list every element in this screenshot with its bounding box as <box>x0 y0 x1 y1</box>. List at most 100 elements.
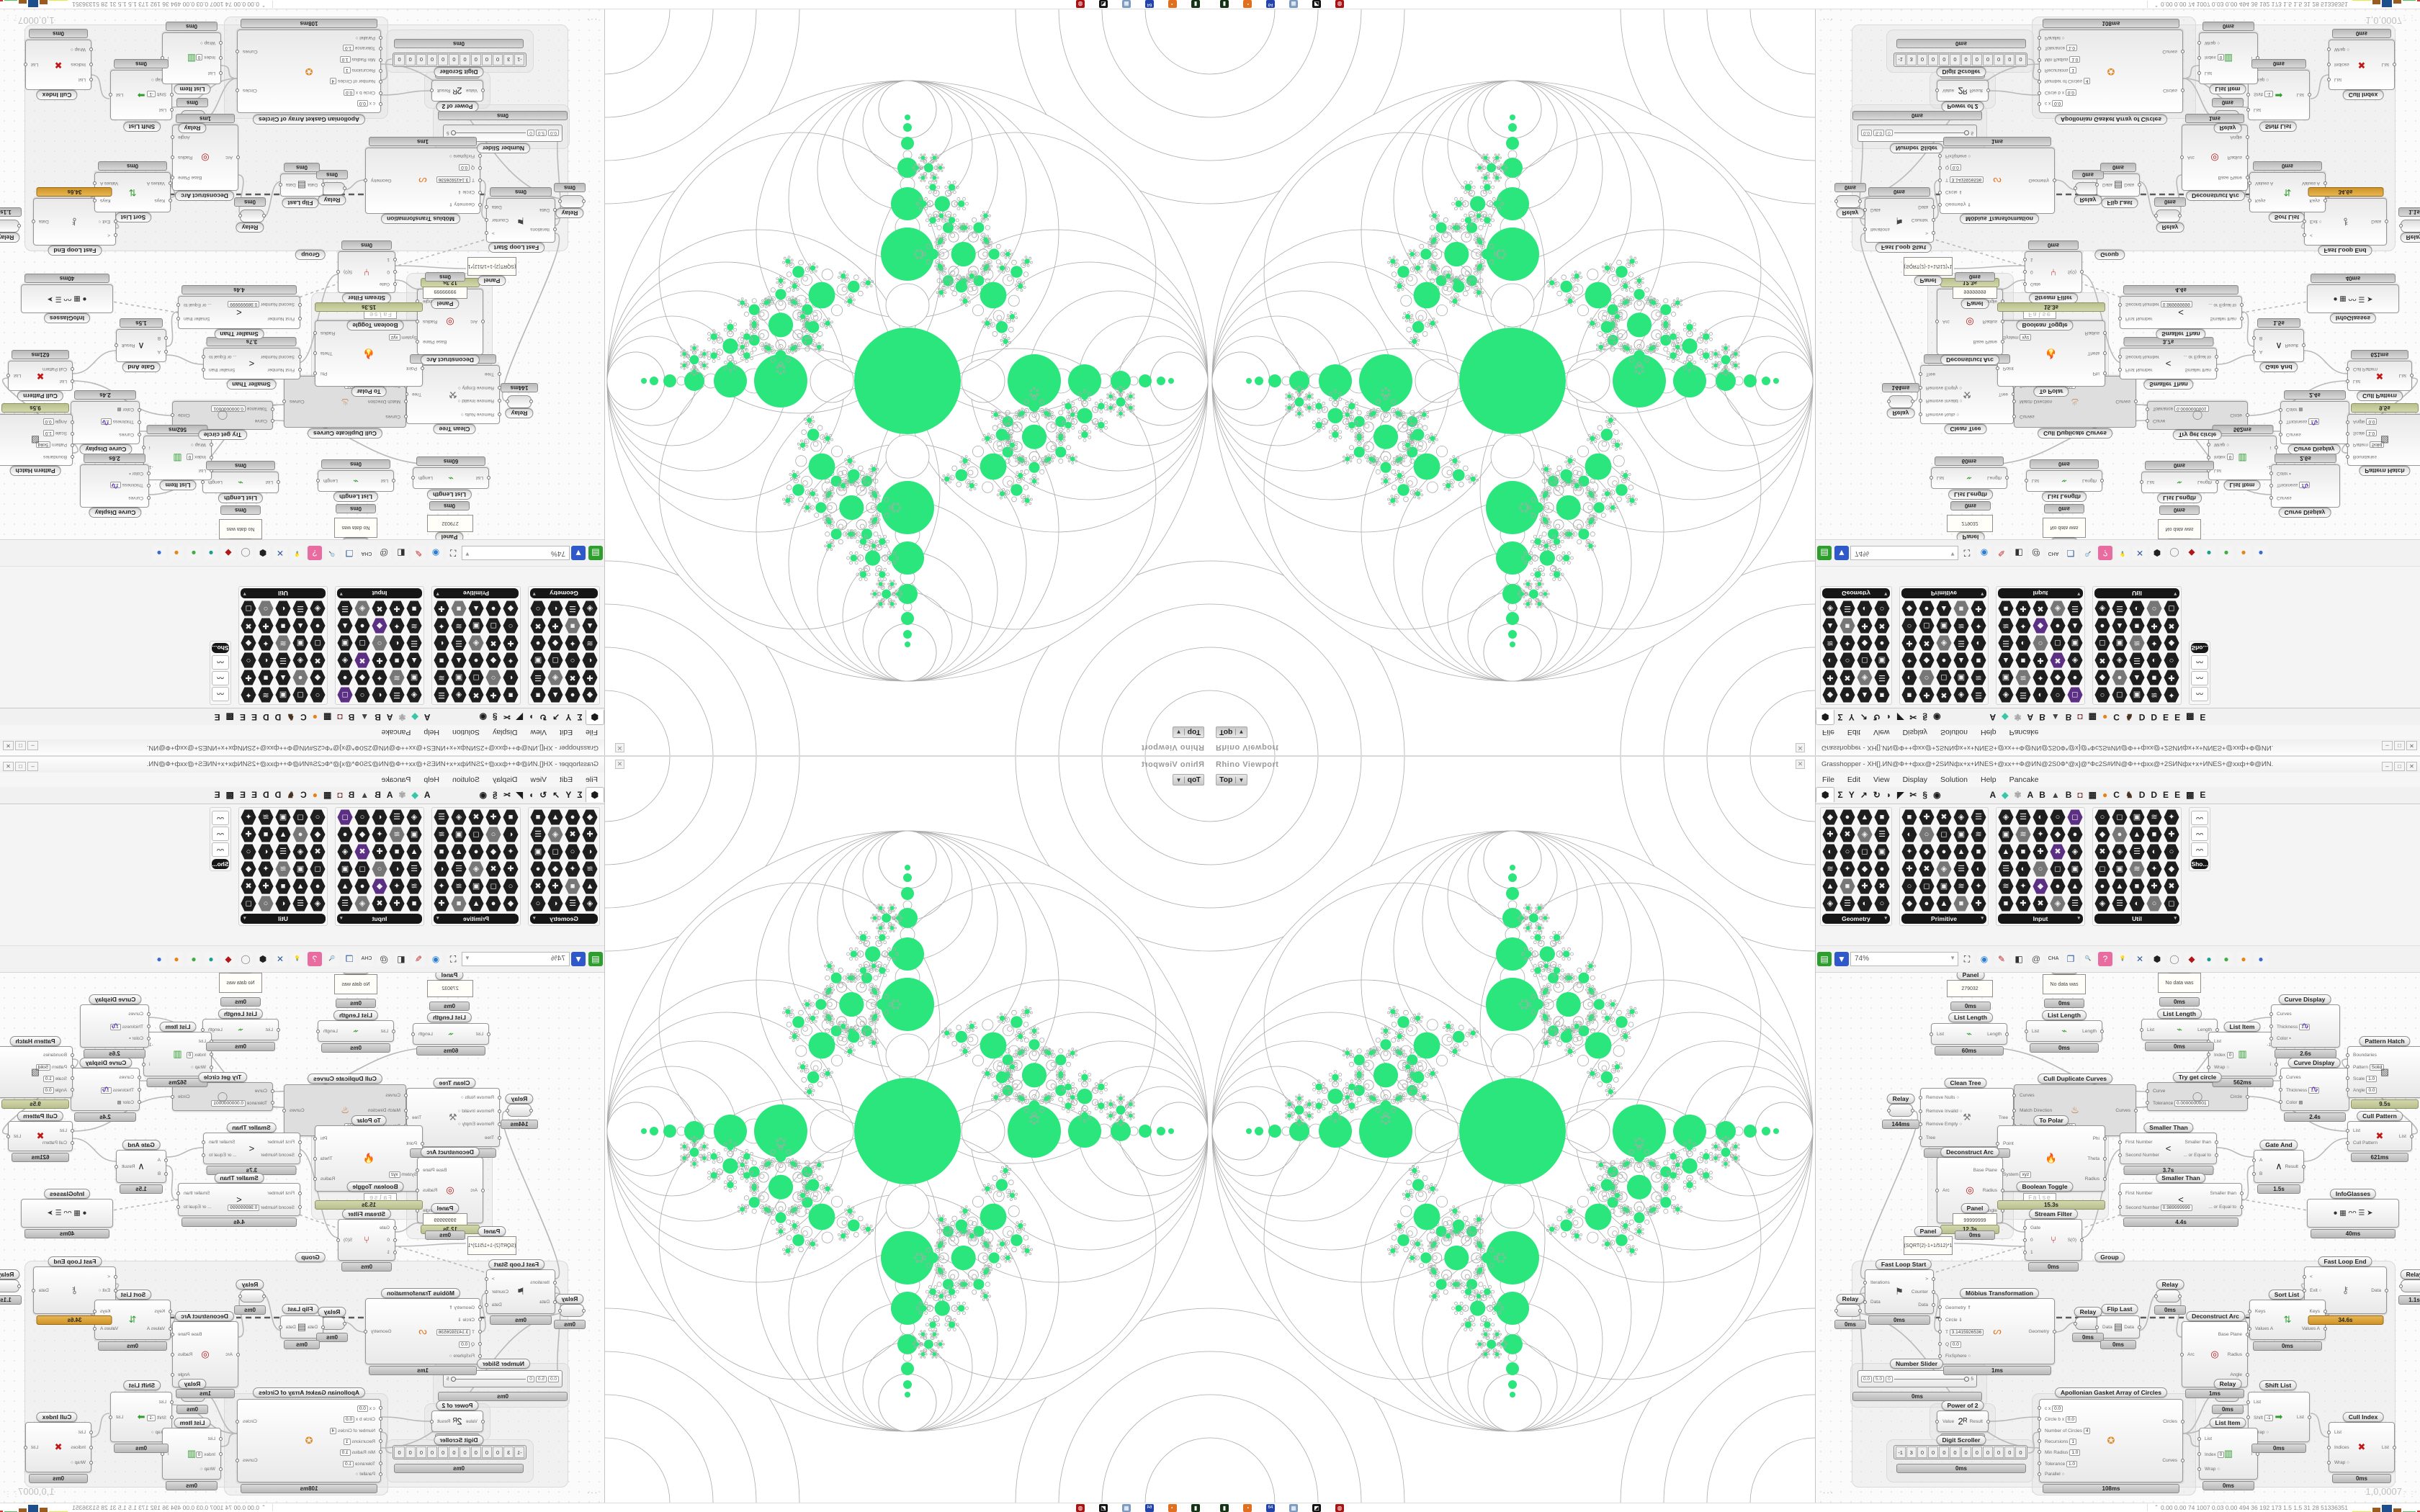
component-node[interactable]: Gate 0 1 S(0) ⑂ <box>2023 1219 2084 1261</box>
component-icon[interactable]: ☰ <box>2067 896 2083 912</box>
component-icon[interactable]: ▲ <box>1936 896 1952 912</box>
output-pin[interactable] <box>1986 1420 1990 1423</box>
component-node[interactable]: List Index 0 Wrap ○ -1 i ▥ <box>2207 436 2278 480</box>
menu-item-display[interactable]: Display <box>492 775 518 784</box>
menu-item-view[interactable]: View <box>530 775 547 784</box>
component-icon[interactable]: ✚ <box>241 827 256 842</box>
component-icon[interactable]: ○ <box>258 896 274 912</box>
output-pin[interactable] <box>1986 89 1990 92</box>
slider-value[interactable]: 5.0 <box>535 130 547 137</box>
cha-icon[interactable]: CHA <box>2046 952 2061 966</box>
component-icon[interactable]: ☰ <box>406 635 422 651</box>
input-pin[interactable] <box>379 1462 382 1465</box>
input-pin[interactable] <box>1938 191 1942 194</box>
component-icon[interactable]: ◻ <box>1857 652 1873 668</box>
output-pin[interactable] <box>2138 183 2141 186</box>
input-pin[interactable] <box>2012 415 2016 418</box>
component-icon[interactable]: ○ <box>1874 896 1890 912</box>
component-icon[interactable]: ◻ <box>2067 687 2083 703</box>
component-icon[interactable]: ◈ <box>1822 600 1838 616</box>
component-icon[interactable]: ✚ <box>582 827 598 842</box>
tab-sigma[interactable]: Σ <box>574 788 585 802</box>
component-icon[interactable]: ● <box>530 635 546 651</box>
input-pin[interactable] <box>343 1322 346 1326</box>
output-pin[interactable] <box>313 1157 317 1161</box>
tab-mesh-triangle[interactable]: ◤ <box>1894 711 1906 725</box>
input-pin[interactable] <box>2303 1275 2306 1279</box>
component-node[interactable]: List Index 0 Wrap ○ i ▥ <box>161 32 223 84</box>
component-icon[interactable]: ▣ <box>1874 844 1890 860</box>
tab-curve-spiral[interactable]: ↻ <box>1870 711 1883 725</box>
close-button[interactable]: ✕ <box>3 762 14 771</box>
component-icon[interactable]: ▲ <box>1857 687 1873 703</box>
component-icon[interactable]: ● <box>2112 827 2128 842</box>
node-canvas[interactable]: Panel 279032 0ms List Length List Length ⌁ 60m… <box>1816 973 2420 1503</box>
component-node[interactable]: List Index 0 Wrap ○ i ▥ <box>2197 32 2259 84</box>
component-node[interactable]: Gate 0 1 S(0) ⑂ <box>336 251 397 293</box>
gem-icon[interactable]: ◆ <box>411 712 418 723</box>
output-pin[interactable] <box>176 303 180 307</box>
output-pin[interactable] <box>316 1030 320 1033</box>
clip-icon[interactable]: @ <box>377 546 391 560</box>
component-icon[interactable]: ◻ <box>241 896 256 912</box>
input-pin[interactable] <box>89 1431 93 1434</box>
input-pin[interactable] <box>147 1025 151 1028</box>
title-bar[interactable]: Grasshopper - XH[].ИN@Ф++фxx@+2SИNфx+x+И… <box>0 757 604 773</box>
input-pin[interactable] <box>2038 1450 2041 1454</box>
component-icon[interactable]: ◈ <box>1857 670 1873 685</box>
component-icon[interactable]: ☰ <box>275 844 291 860</box>
relay-node[interactable] <box>2154 1290 2182 1302</box>
input-pin[interactable] <box>2038 69 2041 73</box>
slider-rail[interactable] <box>450 130 526 136</box>
component-icon[interactable]: ◻ <box>241 600 256 616</box>
view-selector-button[interactable]: Top▼ <box>1172 774 1204 786</box>
input-pin[interactable] <box>478 203 482 207</box>
tab-C[interactable]: C <box>2113 789 2120 800</box>
component-icon[interactable]: ◐ <box>1822 652 1838 668</box>
output-pin[interactable] <box>1932 205 1935 209</box>
component-icon[interactable]: ✖ <box>372 600 387 616</box>
component-node[interactable]: List Index 0 Wrap ○ i ▥ <box>2197 1428 2259 1480</box>
input-pin[interactable] <box>169 1310 172 1313</box>
component-icon[interactable]: ◆ <box>310 670 326 685</box>
digit-cell[interactable]: 0 <box>460 1446 470 1458</box>
goggles-icon[interactable]: ᴖᴖ <box>212 827 229 841</box>
menu-item-help[interactable]: Help <box>1980 775 1996 784</box>
board-icon[interactable]: ᴖᴖ <box>212 655 229 670</box>
menu-item-solution[interactable]: Solution <box>1940 775 1968 784</box>
component-icon[interactable]: ● <box>468 844 484 860</box>
component-icon[interactable]: ◆ <box>354 670 370 685</box>
component-icon[interactable]: ● <box>354 878 370 894</box>
output-pin[interactable] <box>202 1140 205 1144</box>
component-node[interactable]: Iterations Data > Counter Data ⚑ <box>485 1269 557 1314</box>
input-pin[interactable] <box>170 93 174 96</box>
panel-node[interactable]: 279032 <box>427 980 473 997</box>
component-icon[interactable]: ▲ <box>1857 809 1873 825</box>
component-icon[interactable]: ● <box>1936 652 1952 668</box>
panel-node[interactable]: No data was <box>219 519 262 539</box>
tab-C[interactable]: C <box>2113 712 2120 723</box>
output-pin[interactable] <box>485 231 488 235</box>
input-pin[interactable] <box>138 433 141 436</box>
component-node[interactable]: List Length ⌁ <box>2140 472 2219 493</box>
component-icon[interactable]: ◈ <box>451 809 467 825</box>
output-pin[interactable] <box>202 355 205 359</box>
component-icon[interactable]: ✖ <box>372 896 387 912</box>
input-pin[interactable] <box>89 63 93 66</box>
component-icon[interactable]: ◈ <box>292 844 308 860</box>
component-icon[interactable]: ○ <box>2094 687 2110 703</box>
input-pin[interactable] <box>169 1327 172 1331</box>
output-pin[interactable] <box>2308 1416 2311 1419</box>
output-pin[interactable] <box>416 1169 419 1172</box>
ribbon-panel-label-geometry[interactable]: Geometry ▾ <box>530 914 598 924</box>
component-icon[interactable]: ◈ <box>1936 635 1952 651</box>
component-icon[interactable]: ◻ <box>1919 878 1935 894</box>
component-icon[interactable]: ☰ <box>1998 635 2014 651</box>
firefox-icon[interactable]: ◔ <box>1168 0 1177 8</box>
panel-node[interactable]: No data was <box>2158 519 2201 539</box>
component-icon[interactable]: ≋ <box>1971 670 1986 685</box>
component-icon[interactable]: ✚ <box>372 652 387 668</box>
component-icon[interactable]: ◆ <box>1857 861 1873 877</box>
component-icon[interactable]: ◈ <box>1936 861 1952 877</box>
find-icon[interactable]: 🔍 <box>2081 952 2095 966</box>
